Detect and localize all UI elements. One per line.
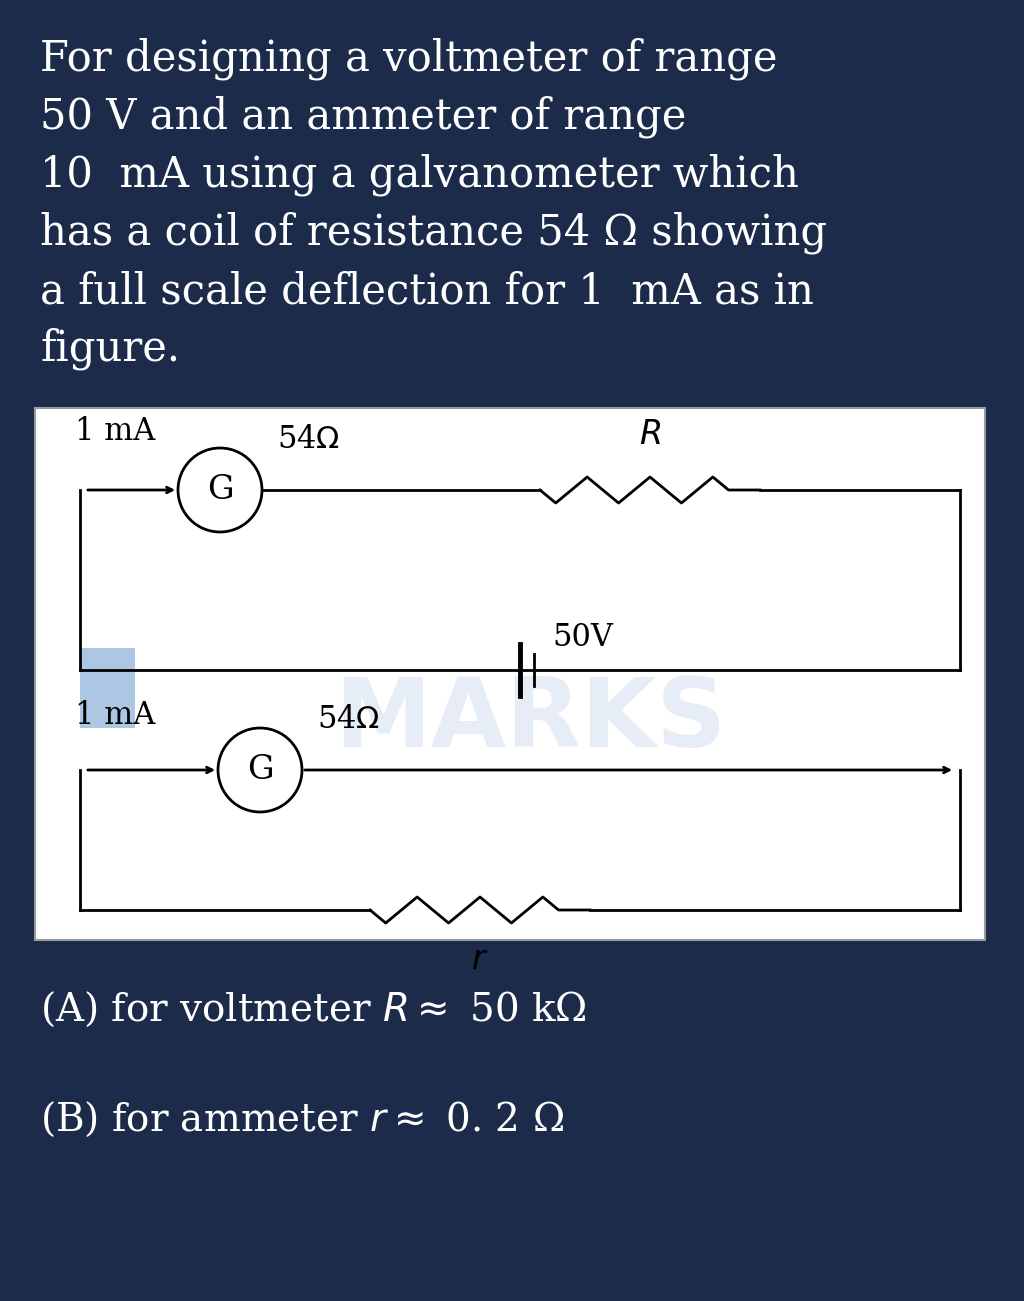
Bar (80, 648, 135, 729)
Bar (35, 409, 985, 941)
Text: 1 mA: 1 mA (75, 416, 156, 448)
Text: $r$: $r$ (471, 945, 488, 976)
Text: figure.: figure. (40, 328, 180, 371)
Text: a full scale deflection for 1  mA as in: a full scale deflection for 1 mA as in (40, 271, 814, 312)
Text: (B) for ammeter $r \approx$ 0. 2 Ω: (B) for ammeter $r \approx$ 0. 2 Ω (40, 1101, 564, 1140)
Text: 50V: 50V (552, 622, 613, 653)
Text: G: G (247, 755, 273, 786)
Text: 10  mA using a galvanometer which: 10 mA using a galvanometer which (40, 154, 799, 196)
Text: (A) for voltmeter $R \approx$ 50 kΩ: (A) for voltmeter $R \approx$ 50 kΩ (40, 990, 587, 1029)
Text: 1 mA: 1 mA (75, 700, 156, 730)
Text: 54$\Omega$: 54$\Omega$ (278, 424, 340, 455)
Text: G: G (207, 474, 233, 506)
Text: 54$\Omega$: 54$\Omega$ (317, 705, 380, 735)
Text: MARKS: MARKS (334, 674, 726, 766)
Text: $R$: $R$ (639, 419, 662, 451)
Text: For designing a voltmeter of range: For designing a voltmeter of range (40, 38, 777, 81)
Text: 50 V and an ammeter of range: 50 V and an ammeter of range (40, 96, 686, 138)
Text: has a coil of resistance 54 Ω showing: has a coil of resistance 54 Ω showing (40, 212, 827, 255)
